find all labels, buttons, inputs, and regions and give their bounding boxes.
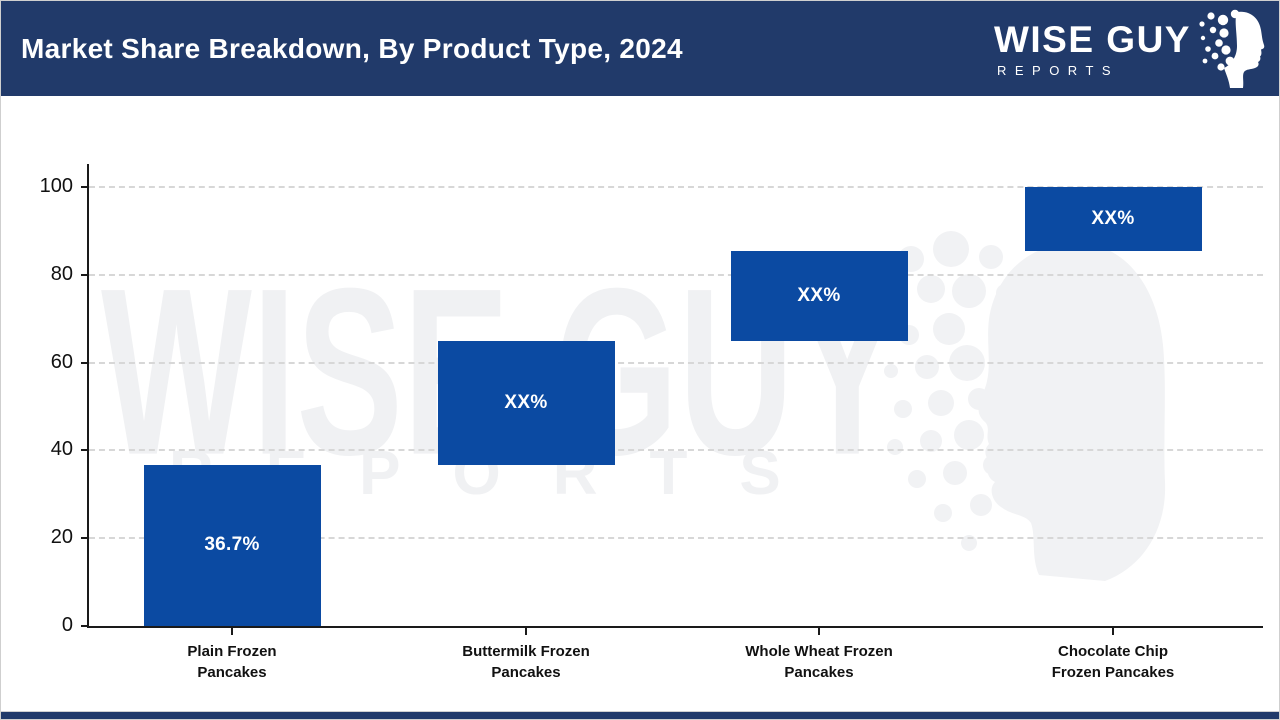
y-tick-mark bbox=[81, 449, 89, 452]
x-category-label: Buttermilk Frozen Pancakes bbox=[462, 643, 590, 681]
x-tick-mark bbox=[525, 628, 527, 635]
bar-label: XX% bbox=[1091, 207, 1135, 229]
bar-label: XX% bbox=[797, 284, 841, 306]
gridline bbox=[89, 273, 1263, 276]
footer-divider bbox=[1, 711, 1279, 712]
bar: XX% bbox=[730, 250, 908, 341]
y-tick-mark bbox=[81, 361, 89, 364]
bar: 36.7% bbox=[143, 464, 321, 626]
x-category-label: Chocolate Chip Frozen Pancakes bbox=[1051, 643, 1175, 681]
header: Market Share Breakdown, By Product Type,… bbox=[1, 1, 1279, 96]
bar: XX% bbox=[437, 340, 615, 465]
x-tick-mark bbox=[231, 628, 233, 635]
gridline bbox=[89, 537, 1263, 540]
gridline bbox=[89, 186, 1263, 188]
brand-name: WISE GUY bbox=[993, 18, 1191, 60]
bar-label: XX% bbox=[504, 391, 548, 413]
y-tick-mark bbox=[81, 625, 89, 627]
gridline bbox=[89, 449, 1263, 452]
wiseguy-head-icon bbox=[1199, 9, 1265, 88]
bar-label: 36.7% bbox=[204, 534, 260, 556]
gridline bbox=[89, 361, 1263, 364]
x-tick-mark bbox=[1112, 628, 1114, 635]
x-category-label: Whole Wheat Frozen Pancakes bbox=[745, 643, 893, 681]
brand-subtitle: REPORTS bbox=[996, 62, 1120, 78]
page-title: Market Share Breakdown, By Product Type,… bbox=[21, 32, 683, 64]
footer-bar bbox=[1, 712, 1279, 719]
y-tick-label: 80 bbox=[50, 262, 73, 285]
y-tick-mark bbox=[81, 537, 89, 540]
y-tick-mark bbox=[81, 273, 89, 276]
y-tick-label: 40 bbox=[50, 438, 73, 461]
bar: XX% bbox=[1024, 187, 1202, 251]
y-tick-label: 100 bbox=[39, 175, 73, 197]
x-axis bbox=[87, 626, 1263, 628]
brand-wordmark: WISE GUY REPORTS bbox=[994, 21, 1191, 77]
x-tick-mark bbox=[818, 628, 820, 635]
y-tick-label: 0 bbox=[61, 614, 73, 636]
y-axis bbox=[87, 164, 89, 628]
y-tick-mark bbox=[81, 186, 89, 188]
brand-logo: WISE GUY REPORTS bbox=[994, 8, 1265, 90]
y-tick-label: 20 bbox=[50, 526, 73, 549]
y-tick-label: 60 bbox=[50, 350, 73, 373]
x-category-label: Plain Frozen Pancakes bbox=[187, 643, 277, 681]
